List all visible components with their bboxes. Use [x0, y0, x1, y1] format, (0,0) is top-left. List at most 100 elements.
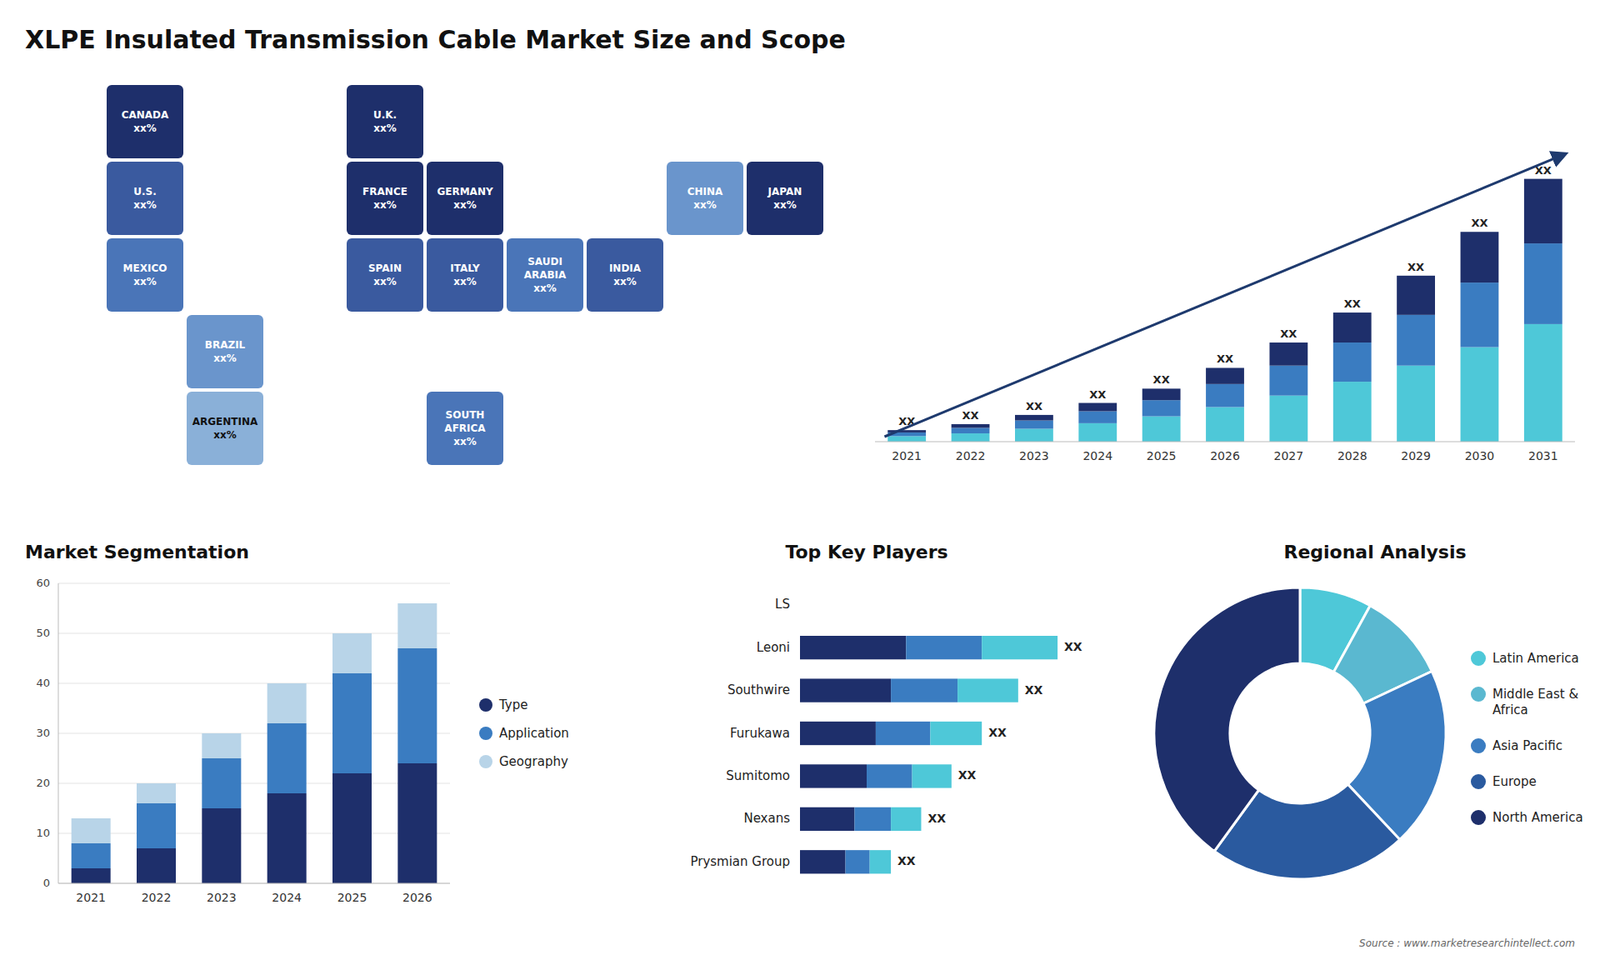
bar-segment	[890, 807, 921, 831]
bar-segment	[71, 843, 111, 869]
x-tick-label: 2028	[1337, 449, 1368, 463]
bar-segment	[332, 773, 372, 884]
y-tick-label: 50	[35, 626, 50, 640]
legend-label-line: Asia Pacific	[1492, 738, 1563, 754]
bar-segment	[800, 807, 855, 831]
category-label: Nexans	[743, 810, 790, 826]
bar-segment	[845, 850, 870, 874]
y-tick-label: 30	[35, 726, 50, 740]
legend-swatch	[479, 755, 493, 769]
bar-chart: Market Segmentation010203040506020212022…	[25, 541, 570, 905]
country-tile	[106, 85, 184, 159]
bar-segment	[1269, 395, 1308, 442]
x-tick-label: 2030	[1465, 449, 1495, 463]
country-share: xx%	[773, 199, 797, 211]
legend-label-line: Africa	[1492, 702, 1529, 718]
grid-line	[58, 583, 450, 585]
bar-segment	[1396, 275, 1435, 315]
x-axis	[58, 883, 450, 885]
grid-line	[58, 883, 450, 885]
grid-line	[58, 833, 450, 835]
data-label: XX	[897, 854, 916, 868]
data-label: XX	[1216, 352, 1234, 365]
source-note: Source : www.marketresearchintellect.com	[1359, 937, 1575, 950]
bar-segment	[957, 678, 1019, 702]
country-label: JAPAN	[767, 185, 803, 198]
bar-segment	[397, 648, 437, 764]
bars	[887, 179, 1562, 442]
country-label-line: BRAZIL	[205, 339, 246, 351]
x-axis	[875, 441, 1575, 443]
legend-swatch	[479, 726, 493, 740]
category-label: Prysmian Group	[690, 854, 790, 870]
country-tile	[426, 391, 504, 465]
country-label: U.S.	[133, 185, 157, 198]
data-label: XX	[962, 409, 980, 422]
category-label: LS	[775, 596, 790, 612]
country-label-line: ITALY	[450, 262, 480, 275]
country-share: xx%	[693, 199, 717, 211]
map: CANADAxx%U.S.xx%MEXICOxx%BRAZILxx%ARGENT…	[106, 85, 824, 465]
bar-segment	[912, 764, 952, 788]
legend-label: North America	[1492, 810, 1584, 825]
bar-segment	[267, 723, 307, 794]
bar-segment	[981, 635, 1058, 660]
country-label: FRANCE	[362, 185, 408, 198]
data-label: XX	[1407, 260, 1425, 274]
country-label-line: SAUDI	[527, 255, 563, 268]
bar-segment	[870, 850, 891, 874]
bar-segment	[201, 733, 241, 759]
country-label: ARGENTINA	[192, 415, 259, 428]
x-tick-label: 2023	[1019, 449, 1050, 463]
country-share: xx%	[133, 122, 157, 135]
country-share: xx%	[373, 122, 397, 135]
legend-swatch	[1470, 738, 1486, 754]
bar-segment	[136, 783, 176, 804]
y-tick-label: 10	[35, 826, 50, 840]
country-label-line: CANADA	[121, 109, 170, 121]
bar-segment	[1015, 429, 1054, 442]
x-tick-label: 2029	[1400, 449, 1431, 463]
legend-label: Geography	[499, 754, 569, 770]
country-tile	[666, 161, 744, 235]
country-label-line: GERMANY	[436, 185, 494, 198]
country-share: xx%	[453, 199, 477, 211]
bar-chart: XXXXXXXXXXXXXXXXXXXXXX202120222023202420…	[875, 154, 1575, 463]
legend: TypeApplicationGeography	[479, 697, 570, 770]
data-label: XX	[927, 811, 946, 825]
bar-segment	[800, 850, 846, 874]
legend-swatch	[1470, 650, 1486, 666]
dashboard: XLPE Insulated Transmission Cable Market…	[0, 0, 1600, 955]
legend-swatch	[1470, 810, 1486, 825]
y-tick-label: 20	[35, 776, 50, 790]
country-label-line: SPAIN	[368, 262, 402, 275]
grid-line	[58, 683, 450, 685]
legend-swatch	[1470, 774, 1486, 790]
bar-segment	[71, 818, 111, 844]
bar-segment	[1396, 315, 1435, 366]
bar-segment	[1205, 407, 1245, 442]
bar-segment	[1205, 384, 1245, 408]
bar-segment	[267, 793, 307, 884]
country-tile	[746, 161, 824, 235]
country-label-line: ARABIA	[524, 269, 567, 281]
bar-segment	[1205, 367, 1245, 384]
legend-label: Latin America	[1492, 650, 1580, 666]
x-tick-label: 2026	[402, 890, 433, 905]
bar-segment	[1524, 243, 1563, 325]
country-share: xx%	[373, 199, 397, 211]
x-tick-label: 2027	[1274, 449, 1305, 463]
country-label: SPAIN	[368, 262, 402, 275]
x-tick-label: 2022	[955, 449, 986, 463]
country-share: xx%	[453, 435, 477, 448]
country-label-line: U.K.	[373, 109, 397, 121]
bars	[71, 603, 438, 884]
category-label: Furukawa	[730, 725, 790, 741]
country-share: xx%	[613, 275, 637, 288]
country-tile	[586, 238, 664, 312]
country-tile	[106, 161, 184, 235]
bar-segment	[1269, 365, 1308, 396]
bar-segment	[905, 635, 982, 660]
legend-label: Asia Pacific	[1492, 738, 1563, 754]
country-label: ITALY	[450, 262, 480, 275]
